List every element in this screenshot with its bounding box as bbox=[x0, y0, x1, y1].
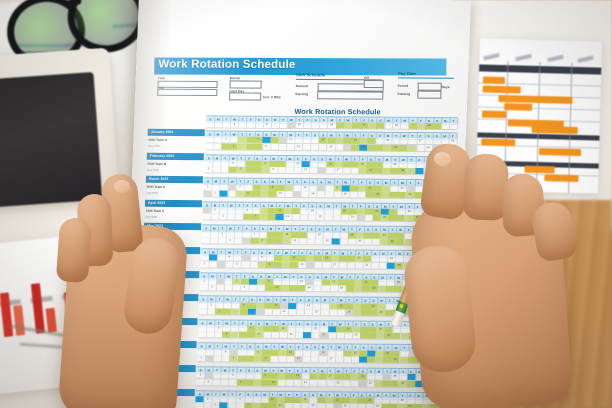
shift-note: Day Shift bbox=[147, 167, 159, 172]
field-label-year: Year bbox=[157, 76, 165, 81]
section-label-pay-date: Pay Date bbox=[398, 70, 416, 77]
shift-note: Day Shift bbox=[148, 143, 160, 148]
field-input-pay-starting[interactable] bbox=[417, 90, 442, 99]
gantt-bar bbox=[504, 103, 533, 111]
gantt-column-label bbox=[547, 54, 564, 63]
gantt-bar bbox=[481, 110, 507, 119]
field-label-starting: Starting bbox=[295, 92, 309, 97]
left-ring-finger bbox=[55, 216, 93, 284]
gantt-bar bbox=[482, 76, 506, 85]
field-label-incl-weeks: Incl. 2 Wks bbox=[263, 95, 281, 100]
section-label-shift-schedule: Shift Schedule bbox=[296, 72, 326, 78]
employee-name: Shift Team A bbox=[148, 137, 168, 142]
field-input-period[interactable] bbox=[417, 82, 442, 91]
field-input-unit[interactable] bbox=[157, 88, 218, 97]
field-input-start-day[interactable] bbox=[229, 92, 262, 101]
field-input-year[interactable] bbox=[157, 80, 218, 89]
field-label-pay-starting: Starting bbox=[397, 91, 411, 96]
chart-bar bbox=[13, 305, 26, 336]
month-badge[interactable]: February 2023 bbox=[146, 152, 204, 161]
gantt-column-label bbox=[483, 53, 500, 61]
gantt-column-label bbox=[577, 55, 594, 63]
left-hand bbox=[55, 172, 190, 408]
chart-bar bbox=[30, 283, 46, 334]
gantt-column-label bbox=[515, 53, 532, 62]
employee-name: Shift Team B bbox=[147, 161, 167, 166]
field-label-amount: Amount bbox=[295, 84, 309, 89]
schedule-cell[interactable] bbox=[449, 123, 459, 130]
field-input-off[interactable] bbox=[363, 80, 384, 89]
field-input-starting[interactable] bbox=[317, 91, 384, 100]
gantt-bar bbox=[531, 125, 578, 135]
chart-bar bbox=[45, 307, 57, 333]
field-label-days: Days bbox=[441, 85, 450, 90]
month-badge[interactable]: January 2023 bbox=[147, 128, 205, 137]
section-rule bbox=[397, 77, 455, 79]
document-title: Work Rotation Schedule bbox=[158, 58, 296, 71]
field-label-period: Period bbox=[397, 83, 409, 88]
right-hand bbox=[398, 141, 588, 408]
gantt-bar bbox=[482, 85, 521, 94]
field-input-month[interactable] bbox=[229, 80, 262, 89]
